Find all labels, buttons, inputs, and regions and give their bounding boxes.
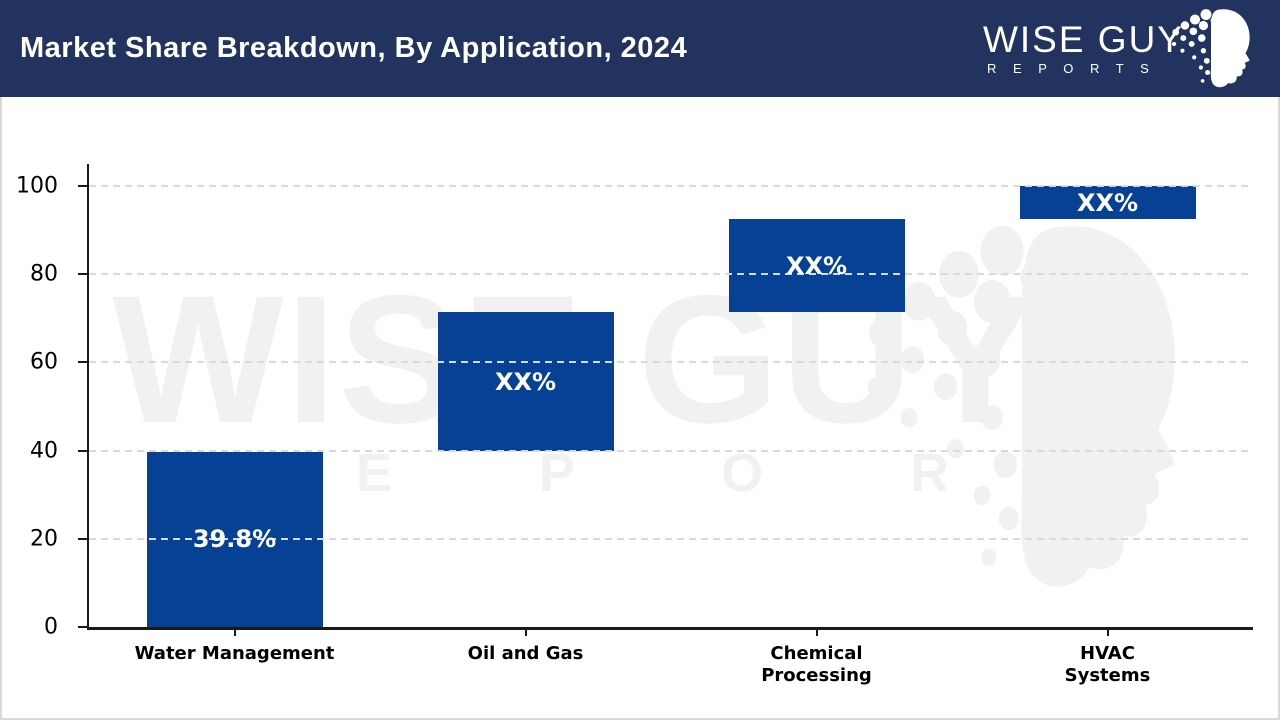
- y-tick-mark-40: [78, 449, 87, 452]
- logo-face-icon: [1171, 8, 1250, 87]
- y-tick-label: 20: [30, 526, 58, 552]
- plot-area: 39.8% XX% XX% XX% 0 20 40 60 80 100 Water Managem…: [16, 164, 1253, 686]
- logo-text: WISE GUY R E P O R T S: [983, 21, 1184, 76]
- y-tick-label: 60: [30, 349, 58, 375]
- x-tick-mark-2: [524, 627, 527, 636]
- x-tick-label: Chemical Processing: [761, 643, 872, 686]
- bar-value-label: XX%: [1076, 188, 1139, 217]
- y-tick-label: 100: [16, 173, 58, 199]
- header: Market Share Breakdown, By Application, …: [0, 0, 1280, 97]
- x-tick-label: Oil and Gas: [467, 643, 584, 664]
- bar-value-label: XX%: [785, 251, 848, 280]
- y-tick-mark-20: [78, 537, 87, 540]
- gridline-40: [89, 449, 1253, 452]
- y-tick-mark-60: [78, 361, 87, 364]
- x-tick-label: HVAC Systems: [1064, 643, 1151, 686]
- logo-wordmark: WISE GUY: [982, 19, 1184, 60]
- x-axis-spine: [87, 627, 1253, 630]
- x-tick-mark-4: [1106, 627, 1109, 636]
- y-tick-label: 80: [30, 261, 58, 287]
- y-tick-mark-0: [78, 626, 87, 628]
- x-tick-mark-3: [815, 627, 818, 636]
- gridline-60: [89, 361, 1253, 364]
- x-tick-label: Water Management: [134, 643, 335, 664]
- y-axis-spine: [87, 164, 89, 627]
- y-tick-mark-100: [78, 185, 87, 188]
- y-tick-mark-80: [78, 273, 87, 276]
- bar-value-label: 39.8%: [192, 525, 277, 554]
- gridline-100: [89, 185, 1253, 188]
- x-tick-mark-1: [233, 627, 236, 636]
- y-tick-label: 0: [44, 614, 58, 640]
- bar-value-label: XX%: [494, 367, 557, 396]
- gridline-20: [89, 537, 1253, 540]
- gridline-80: [89, 273, 1253, 276]
- chart-title: Market Share Breakdown, By Application, …: [20, 32, 688, 64]
- wise-guy-logo: WISE GUY R E P O R T S: [983, 7, 1254, 91]
- bar-4: [1019, 186, 1196, 220]
- bar-2: [437, 312, 614, 452]
- y-tick-label: 40: [30, 438, 58, 464]
- logo-sub-wordmark: R E P O R T S: [986, 61, 1156, 76]
